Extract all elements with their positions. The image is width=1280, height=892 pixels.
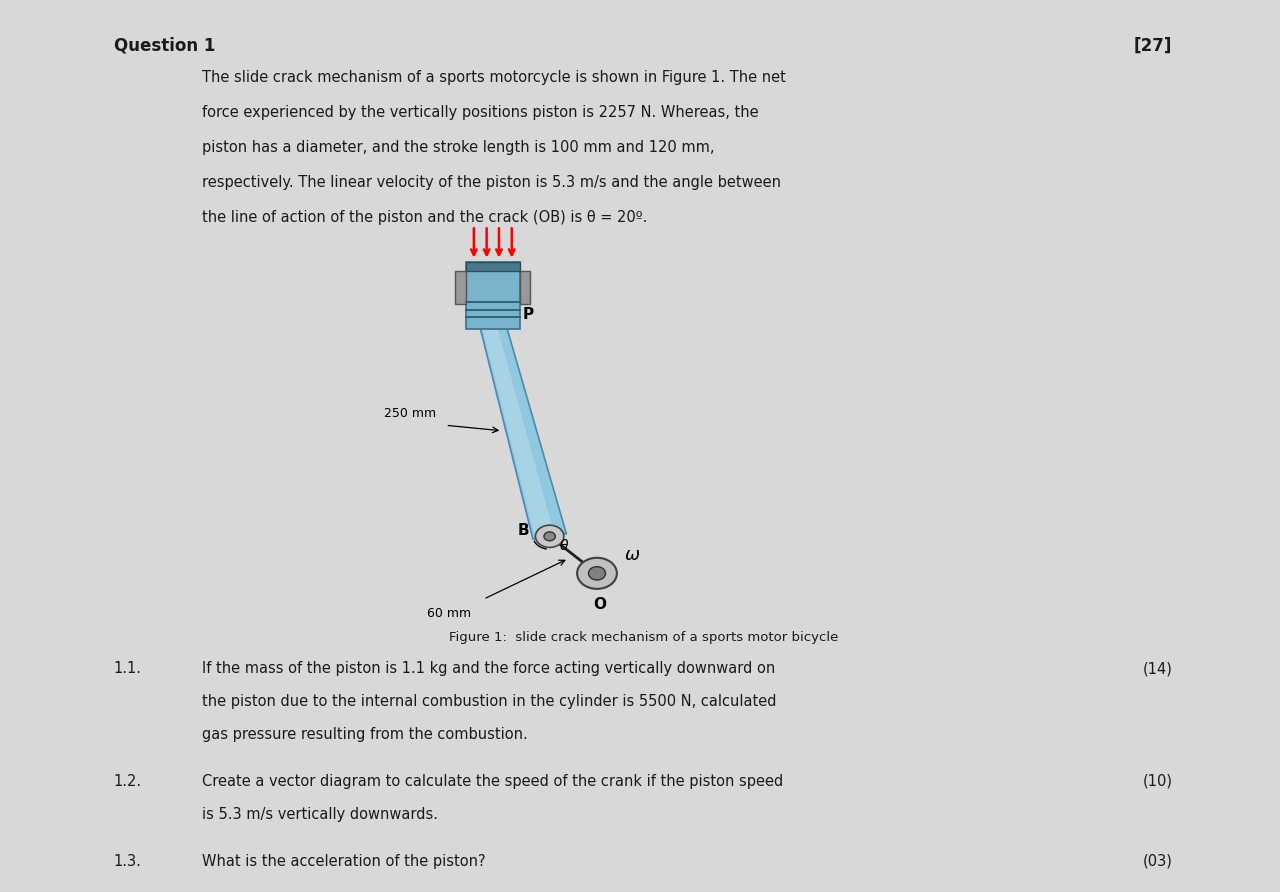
Text: What is the acceleration of the piston?: What is the acceleration of the piston? <box>202 854 486 869</box>
Text: (14): (14) <box>1143 661 1172 676</box>
Polygon shape <box>483 325 554 539</box>
Text: 1.2.: 1.2. <box>114 774 142 789</box>
Text: gas pressure resulting from the combustion.: gas pressure resulting from the combusti… <box>202 728 527 742</box>
Circle shape <box>577 558 617 589</box>
Text: Figure 1:  slide crack mechanism of a sports motor bicycle: Figure 1: slide crack mechanism of a spo… <box>448 632 838 644</box>
Text: ω: ω <box>625 546 640 564</box>
Text: is 5.3 m/s vertically downwards.: is 5.3 m/s vertically downwards. <box>202 807 438 822</box>
Text: θ: θ <box>559 539 568 552</box>
Circle shape <box>535 525 564 548</box>
Bar <box>466 262 520 329</box>
Text: B: B <box>518 524 530 538</box>
Polygon shape <box>480 323 566 539</box>
Text: 1.1.: 1.1. <box>114 661 142 676</box>
Bar <box>466 262 520 270</box>
Bar <box>456 270 466 304</box>
Text: the piston due to the internal combustion in the cylinder is 5500 N, calculated: the piston due to the internal combustio… <box>202 694 777 709</box>
Circle shape <box>589 566 605 580</box>
Text: Create a vector diagram to calculate the speed of the crank if the piston speed: Create a vector diagram to calculate the… <box>202 774 783 789</box>
Text: 60 mm: 60 mm <box>428 607 471 620</box>
Text: the line of action of the piston and the crack (OB) is θ = 20º.: the line of action of the piston and the… <box>202 210 648 225</box>
Text: 1.3.: 1.3. <box>114 854 142 869</box>
Circle shape <box>544 532 556 541</box>
Text: force experienced by the vertically positions piston is 2257 N. Whereas, the: force experienced by the vertically posi… <box>202 105 759 120</box>
Text: piston has a diameter, and the stroke length is 100 mm and 120 mm,: piston has a diameter, and the stroke le… <box>202 140 714 155</box>
Text: P: P <box>522 307 534 322</box>
Bar <box>520 270 530 304</box>
Text: If the mass of the piston is 1.1 kg and the force acting vertically downward on: If the mass of the piston is 1.1 kg and … <box>202 661 776 676</box>
Text: Question 1: Question 1 <box>114 37 215 55</box>
Text: (03): (03) <box>1143 854 1172 869</box>
Text: [27]: [27] <box>1134 37 1172 55</box>
Text: 250 mm: 250 mm <box>384 407 436 420</box>
Text: respectively. The linear velocity of the piston is 5.3 m/s and the angle between: respectively. The linear velocity of the… <box>202 175 781 190</box>
Text: (10): (10) <box>1143 774 1172 789</box>
Text: O: O <box>593 598 605 613</box>
Text: The slide crack mechanism of a sports motorcycle is shown in Figure 1. The net: The slide crack mechanism of a sports mo… <box>202 70 786 85</box>
